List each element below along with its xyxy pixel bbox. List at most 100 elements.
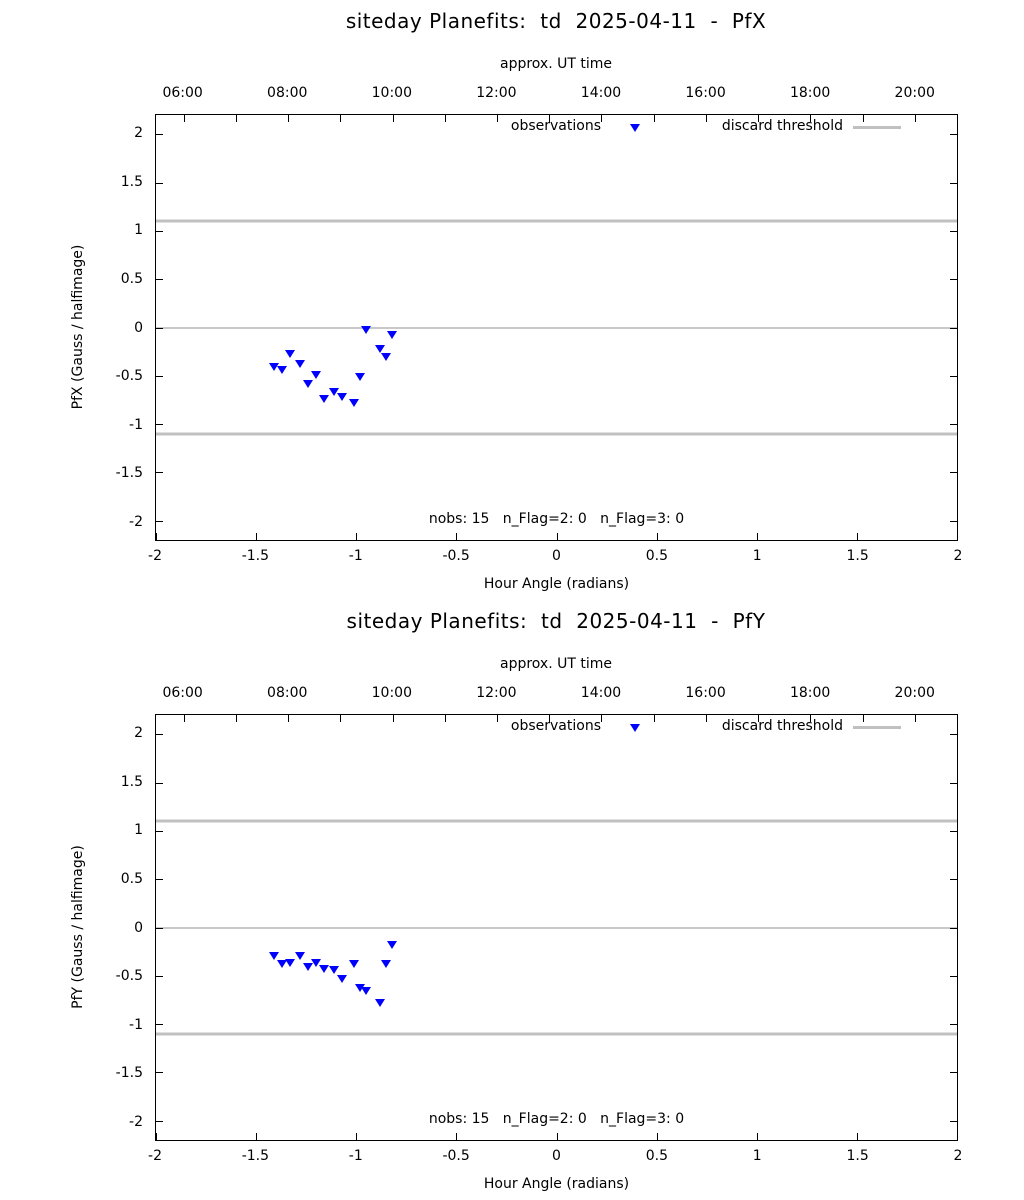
observation-marker — [361, 326, 372, 335]
top-axis-label: approx. UT time — [500, 656, 612, 672]
observation-marker — [387, 940, 398, 949]
observation-marker — [329, 388, 340, 397]
time-tick-mark — [914, 115, 916, 122]
y-tick-mark — [950, 134, 957, 136]
time-tick-label: 16:00 — [685, 85, 726, 101]
observation-marker — [387, 331, 398, 340]
y-tick-mark — [950, 182, 957, 184]
time-tick-label: 18:00 — [789, 685, 831, 701]
y-tick-mark — [950, 327, 957, 329]
time-tick-mark — [288, 715, 290, 722]
y-tick-mark — [156, 975, 163, 977]
time-tick-label: 12:00 — [476, 685, 517, 701]
y-tick-mark — [950, 472, 957, 474]
x-tick-mark — [556, 533, 558, 540]
x-tick-label: 0.5 — [645, 1148, 669, 1164]
x-tick-label: -1 — [348, 548, 363, 564]
time-tick-mark — [235, 715, 237, 722]
time-tick-label: 08:00 — [267, 85, 308, 101]
nobs-annotation: nobs: 15 n_Flag=2: 0 n_Flag=3: 0 — [428, 511, 685, 527]
x-tick-mark — [856, 1133, 858, 1140]
x-tick-labels: -2 -1.5 -1 -0.5 0 0.5 1 1.5 2 — [148, 1148, 962, 1166]
legend-observations-label: observations — [510, 118, 601, 134]
time-tick-label: 12:00 — [476, 85, 517, 101]
x-tick-mark — [256, 1133, 258, 1140]
x-tick-mark — [656, 1133, 658, 1140]
triangle-down-icon — [630, 724, 640, 732]
triangle-down-icon — [630, 124, 640, 132]
time-tick-label: 08:00 — [267, 685, 308, 701]
threshold-line-sample — [853, 126, 901, 129]
y-tick-mark — [156, 279, 163, 281]
y-tick-mark — [156, 1072, 163, 1074]
y-tick-mark — [950, 1072, 957, 1074]
time-tick-mark — [653, 715, 655, 722]
time-tick-mark — [758, 115, 760, 122]
y-tick-mark — [950, 1024, 957, 1026]
time-tick-label: 10:00 — [371, 685, 413, 701]
time-tick-label: 20:00 — [894, 685, 935, 701]
y-axis-label: PfX (Gauss / halfimage) — [70, 244, 86, 410]
observation-marker — [295, 360, 306, 369]
y-tick-mark — [950, 375, 957, 377]
observation-marker — [277, 960, 288, 969]
y-tick-mark — [156, 1024, 163, 1026]
legend: observations discard threshold — [156, 715, 957, 741]
legend-threshold-label: discard threshold — [721, 718, 843, 734]
time-tick-label: 16:00 — [685, 685, 726, 701]
y-tick-mark — [156, 782, 163, 784]
observation-marker — [375, 998, 386, 1007]
x-tick-mark — [656, 533, 658, 540]
y-tick-mark — [156, 879, 163, 881]
x-tick-label: 1 — [752, 548, 762, 564]
time-tick-label: 14:00 — [580, 685, 622, 701]
x-tick-label: 2 — [953, 1148, 963, 1164]
x-axis-label: Hour Angle (radians) — [483, 576, 630, 592]
x-tick-label: -1.5 — [241, 548, 270, 564]
discard-threshold-line-lower — [156, 1032, 957, 1036]
x-tick-mark — [556, 1133, 558, 1140]
x-tick-label: 1.5 — [846, 1148, 869, 1164]
y-tick-mark — [156, 182, 163, 184]
y-tick-mark — [156, 424, 163, 426]
plot-area: observations discard threshold nobs: 15 … — [155, 714, 958, 1141]
y-tick-mark — [156, 327, 163, 329]
top-axis-label: approx. UT time — [500, 56, 612, 72]
y-tick-label: 1 — [134, 822, 143, 839]
observation-marker — [285, 349, 296, 358]
y-tick-mark — [950, 782, 957, 784]
zero-gridline — [156, 326, 957, 329]
discard-threshold-line-upper — [156, 819, 957, 823]
x-tick-mark — [156, 533, 157, 540]
observation-marker — [319, 394, 330, 403]
top-tick-labels: 06:00 08:00 10:00 12:00 14:00 16:00 18:00 20:00 — [155, 85, 957, 103]
x-tick-label: 2 — [953, 548, 963, 564]
observation-marker — [295, 951, 306, 960]
time-tick-mark — [183, 715, 185, 722]
y-tick-labels: -2 -1.5 -1 -0.5 0 0.5 1 1.5 2 — [0, 114, 143, 541]
observation-marker — [329, 966, 340, 974]
x-tick-mark — [356, 1133, 358, 1140]
discard-threshold-line-upper — [156, 219, 957, 223]
x-tick-mark — [456, 1133, 458, 1140]
y-tick-label: 2 — [134, 125, 143, 142]
observation-marker — [303, 380, 314, 389]
x-tick-mark — [156, 1133, 157, 1140]
chart-title: siteday Planefits: td 2025-04-11 - PfX — [345, 9, 767, 33]
observation-marker — [269, 363, 280, 372]
x-tick-label: 0 — [552, 1148, 561, 1164]
y-tick-mark — [156, 734, 163, 736]
observation-marker — [349, 398, 360, 407]
time-tick-mark — [392, 715, 394, 722]
time-tick-mark — [914, 715, 916, 722]
observation-marker — [303, 963, 314, 972]
time-tick-mark — [705, 115, 707, 122]
time-tick-mark — [810, 715, 812, 722]
y-tick-label: 2 — [134, 725, 143, 742]
y-tick-mark — [950, 1120, 957, 1122]
time-tick-mark — [496, 715, 498, 722]
time-tick-mark — [340, 715, 342, 722]
y-tick-mark — [950, 424, 957, 426]
x-tick-label: -1 — [348, 1148, 363, 1164]
time-tick-mark — [705, 715, 707, 722]
